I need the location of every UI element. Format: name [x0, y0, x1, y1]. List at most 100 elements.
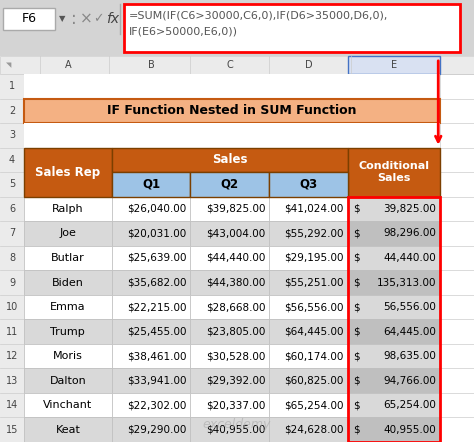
Bar [348, 344, 440, 368]
Text: IF(E6>50000,E6,0)): IF(E6>50000,E6,0)) [129, 26, 238, 36]
Bar [24, 270, 112, 295]
Text: $55,292.00: $55,292.00 [284, 229, 344, 239]
Bar [24, 344, 112, 368]
Bar [3, 8, 55, 30]
Bar [191, 123, 269, 148]
Bar [112, 295, 191, 319]
Text: $: $ [353, 327, 360, 337]
Text: $43,004.00: $43,004.00 [206, 229, 265, 239]
Text: $65,254.00: $65,254.00 [284, 400, 344, 410]
Text: $29,290.00: $29,290.00 [127, 425, 186, 435]
Text: $30,528.00: $30,528.00 [206, 351, 265, 361]
Text: $39,825.00: $39,825.00 [206, 204, 265, 214]
Text: $20,031.00: $20,031.00 [127, 229, 186, 239]
Text: $22,215.00: $22,215.00 [127, 302, 186, 312]
Text: $25,639.00: $25,639.00 [127, 253, 186, 263]
Bar [0, 74, 24, 442]
Text: IF Function Nested in SUM Function: IF Function Nested in SUM Function [108, 104, 357, 117]
Bar [269, 74, 348, 99]
Text: Vinchant: Vinchant [43, 400, 92, 410]
Text: $: $ [353, 351, 360, 361]
Text: 1: 1 [9, 81, 15, 91]
Bar [269, 197, 348, 221]
Text: ◥: ◥ [6, 62, 12, 68]
Text: $: $ [353, 253, 360, 263]
Text: Ralph: Ralph [52, 204, 84, 214]
Text: Q3: Q3 [300, 178, 318, 191]
Text: 44,440.00: 44,440.00 [383, 253, 436, 263]
Text: $: $ [353, 204, 360, 214]
Text: B: B [148, 60, 155, 70]
Text: $: $ [353, 400, 360, 410]
Text: $38,461.00: $38,461.00 [127, 351, 186, 361]
Text: $26,040.00: $26,040.00 [127, 204, 186, 214]
Text: Butlar: Butlar [51, 253, 85, 263]
Text: $44,440.00: $44,440.00 [206, 253, 265, 263]
Bar [348, 393, 440, 417]
Text: exceldemy: exceldemy [203, 418, 271, 431]
Text: $33,941.00: $33,941.00 [127, 376, 186, 386]
Text: 7: 7 [9, 229, 15, 239]
Bar [112, 417, 191, 442]
Bar [24, 74, 112, 99]
Bar [269, 344, 348, 368]
Bar [191, 393, 269, 417]
Bar [112, 319, 191, 344]
Bar [191, 197, 269, 221]
Text: Joe: Joe [59, 229, 76, 239]
Text: E: E [391, 60, 397, 70]
Text: Sales Rep: Sales Rep [35, 166, 100, 179]
Bar [269, 295, 348, 319]
Text: 14: 14 [6, 400, 18, 410]
Text: Q2: Q2 [221, 178, 239, 191]
Bar [191, 295, 269, 319]
Bar [348, 197, 440, 221]
Text: $24,628.00: $24,628.00 [284, 425, 344, 435]
Bar [112, 368, 191, 393]
Text: C: C [227, 60, 233, 70]
Text: 12: 12 [6, 351, 18, 361]
Text: $29,392.00: $29,392.00 [206, 376, 265, 386]
Text: 98,296.00: 98,296.00 [383, 229, 436, 239]
Text: Dalton: Dalton [49, 376, 86, 386]
Bar [24, 197, 112, 221]
Text: :: : [71, 10, 77, 28]
Bar [348, 270, 440, 295]
Bar [24, 319, 112, 344]
Bar [24, 393, 112, 417]
Bar [0, 56, 474, 74]
Text: $60,174.00: $60,174.00 [284, 351, 344, 361]
Text: 2: 2 [9, 106, 15, 116]
Bar [24, 148, 112, 197]
Bar [269, 172, 348, 197]
Bar [112, 221, 191, 246]
Bar [269, 319, 348, 344]
Bar [191, 344, 269, 368]
Bar [112, 172, 191, 197]
Bar [348, 123, 440, 148]
Text: $: $ [353, 302, 360, 312]
Bar [269, 123, 348, 148]
Text: 3: 3 [9, 130, 15, 140]
Bar [269, 393, 348, 417]
Bar [112, 393, 191, 417]
Bar [112, 344, 191, 368]
Bar [348, 56, 440, 74]
Bar [0, 56, 474, 442]
Bar [124, 4, 460, 52]
Text: Q1: Q1 [142, 178, 160, 191]
Text: 4: 4 [9, 155, 15, 165]
Text: $64,445.00: $64,445.00 [284, 327, 344, 337]
Bar [269, 417, 348, 442]
Text: 5: 5 [9, 179, 15, 190]
Text: 64,445.00: 64,445.00 [383, 327, 436, 337]
Bar [348, 221, 440, 246]
Text: $: $ [353, 278, 360, 288]
Text: $: $ [353, 229, 360, 239]
Bar [348, 148, 440, 197]
Bar [191, 368, 269, 393]
Text: 6: 6 [9, 204, 15, 214]
Text: Keat: Keat [55, 425, 80, 435]
Bar [348, 295, 440, 319]
Text: $25,455.00: $25,455.00 [127, 327, 186, 337]
